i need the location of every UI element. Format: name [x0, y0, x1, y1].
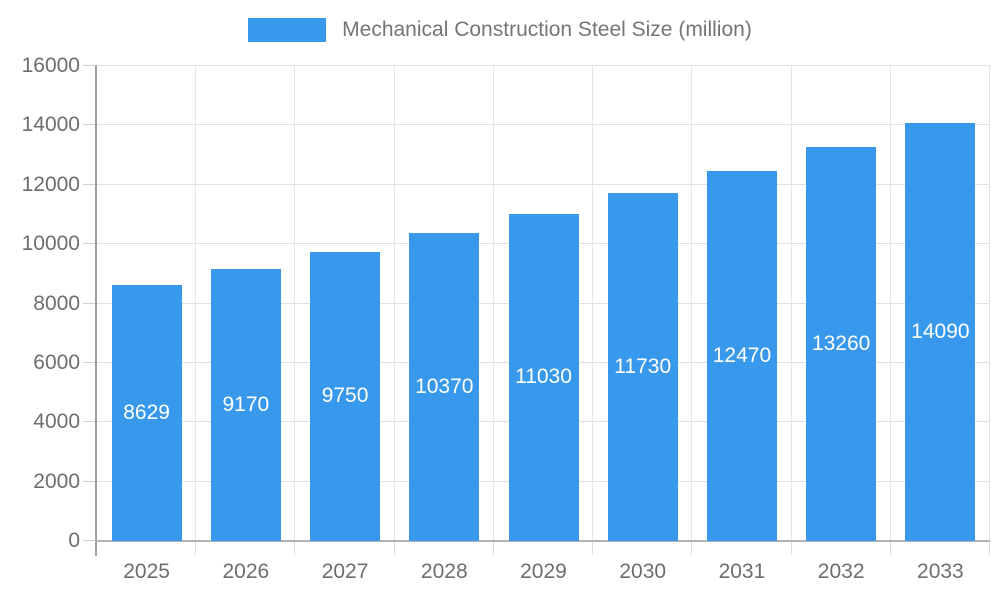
v-gridline	[989, 66, 990, 541]
x-tick-label: 2033	[917, 560, 964, 583]
x-tick-label: 2029	[520, 560, 567, 583]
y-tick-label: 14000	[21, 113, 80, 137]
x-axis-tick	[592, 541, 594, 555]
bar-value-label: 11030	[515, 365, 572, 389]
v-gridline	[592, 66, 594, 541]
x-axis-tick	[195, 541, 197, 555]
x-axis-tick	[889, 541, 891, 555]
y-axis-line	[95, 66, 97, 556]
y-axis-tick	[83, 183, 97, 185]
legend: Mechanical Construction Steel Size (mill…	[0, 18, 1000, 42]
x-axis-tick	[393, 541, 395, 555]
x-axis-line	[95, 540, 990, 542]
bar[interactable]: 9750	[310, 251, 381, 541]
v-gridline	[889, 66, 891, 541]
x-axis-tick	[492, 541, 494, 555]
v-gridline	[790, 66, 792, 541]
y-axis-tick	[83, 480, 97, 482]
bar-value-label: 11730	[614, 354, 672, 378]
y-tick-label: 10000	[21, 232, 80, 256]
x-axis-tick	[294, 541, 296, 555]
x-tick-label: 2028	[420, 560, 468, 583]
bar[interactable]: 11030	[508, 213, 579, 541]
x-tick-label: 2030	[619, 560, 667, 583]
y-axis-tick	[83, 243, 97, 245]
y-tick-label: 2000	[33, 469, 80, 493]
bar-value-label: 9750	[321, 384, 369, 408]
v-gridline	[195, 66, 197, 541]
y-tick-label: 6000	[33, 350, 80, 374]
bar[interactable]: 14090	[905, 122, 976, 541]
bar-value-label: 8629	[123, 400, 170, 424]
x-axis-tick	[790, 541, 792, 555]
bar[interactable]: 8629	[111, 284, 182, 541]
y-axis-tick	[83, 124, 97, 126]
y-tick-label: 4000	[33, 410, 80, 434]
y-gridline	[97, 183, 990, 185]
y-axis-tick	[83, 421, 97, 423]
x-tick-label: 2031	[718, 560, 766, 583]
x-tick-label: 2032	[817, 560, 865, 583]
bar-value-label: 12470	[712, 343, 772, 367]
x-axis-tick	[989, 541, 990, 555]
legend-swatch	[248, 18, 327, 42]
bar-value-label: 13260	[811, 332, 871, 356]
v-gridline	[492, 66, 494, 541]
y-axis-tick	[83, 302, 97, 304]
y-axis-tick	[83, 361, 97, 363]
bar-value-label: 9170	[222, 392, 270, 416]
bar[interactable]: 10370	[409, 233, 480, 541]
y-tick-label: 12000	[21, 172, 80, 196]
y-gridline	[97, 124, 990, 126]
y-tick-label: 0	[68, 529, 80, 552]
y-gridline	[97, 65, 990, 66]
x-tick-label: 2025	[123, 560, 170, 583]
y-axis-tick	[83, 540, 97, 541]
legend-item[interactable]: Mechanical Construction Steel Size (mill…	[248, 18, 752, 42]
v-gridline	[691, 66, 693, 541]
x-tick-label: 2026	[222, 560, 270, 583]
bar-value-label: 10370	[415, 375, 474, 399]
y-axis-tick	[83, 65, 97, 66]
legend-label: Mechanical Construction Steel Size (mill…	[342, 18, 752, 41]
bar[interactable]: 11730	[607, 192, 678, 541]
v-gridline	[393, 66, 395, 541]
bar[interactable]: 9170	[210, 268, 281, 541]
x-tick-label: 2027	[321, 560, 369, 583]
bar[interactable]: 13260	[806, 147, 877, 541]
x-axis-tick	[691, 541, 693, 555]
y-tick-label: 8000	[33, 291, 80, 315]
y-tick-label: 16000	[21, 54, 80, 77]
v-gridline	[294, 66, 296, 541]
bar-value-label: 14090	[911, 319, 970, 343]
bar[interactable]: 12470	[706, 170, 777, 541]
